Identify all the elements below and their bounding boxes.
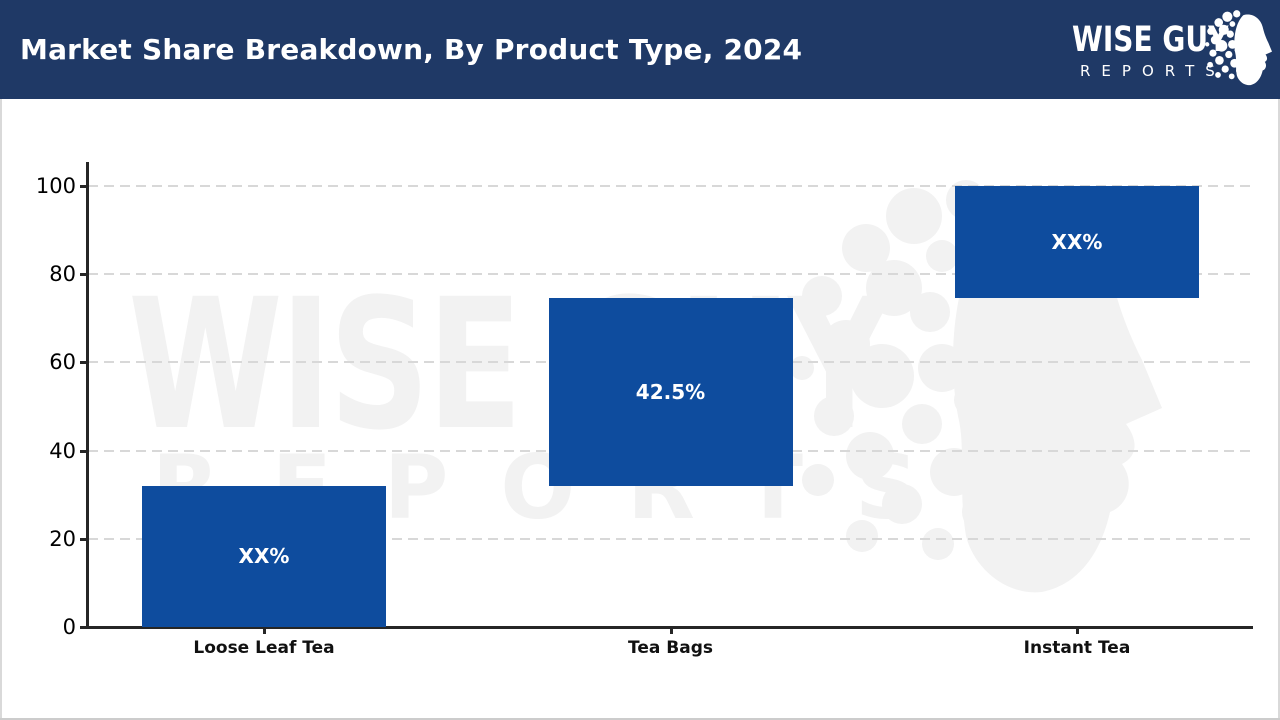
wiseguy-head-icon	[1205, 10, 1272, 86]
x-tick-mark-3	[1076, 627, 1079, 634]
gridline-80	[88, 273, 1256, 276]
frame-bottom-line	[0, 718, 1280, 720]
y-tick-label-40: 40	[49, 438, 76, 463]
y-tick-mark-20	[80, 537, 88, 541]
y-axis-line	[86, 162, 89, 629]
frame-right-line	[1278, 99, 1280, 720]
logo-wiseguy-text: WISE GUY	[1072, 20, 1229, 60]
y-tick-mark-40	[80, 449, 88, 453]
bar-loose-leaf-tea: XX%	[142, 485, 386, 627]
y-tick-label-60: 60	[49, 350, 76, 375]
y-tick-label-80: 80	[49, 262, 76, 287]
y-tick-mark-0	[80, 626, 88, 629]
gridline-100	[88, 185, 1256, 187]
y-tick-mark-100	[80, 185, 88, 188]
x-tick-mark-2	[669, 627, 673, 634]
bar-value-label: XX%	[238, 544, 290, 569]
x-category-label: Tea Bags	[628, 638, 713, 658]
chart-title: Market Share Breakdown, By Product Type,…	[20, 33, 803, 66]
logo-reports-text: REPORTS	[1080, 62, 1226, 80]
bar-instant-tea: XX%	[955, 186, 1199, 299]
frame-left-line	[0, 99, 2, 720]
bar-value-label: 42.5%	[635, 380, 706, 405]
y-tick-label-100: 100	[35, 174, 76, 198]
header-bar: Market Share Breakdown, By Product Type,…	[0, 0, 1280, 99]
bar-value-label: XX%	[1051, 230, 1103, 255]
x-tick-mark-1	[263, 627, 266, 634]
x-category-label: Loose Leaf Tea	[193, 638, 335, 658]
y-tick-label-20: 20	[49, 526, 76, 551]
y-tick-mark-80	[80, 273, 88, 277]
y-tick-mark-60	[80, 361, 88, 365]
wiseguy-logo: WISE GUY REPORTS	[1032, 6, 1272, 94]
gridline-20	[88, 537, 1256, 540]
bar-tea-bags: 42.5%	[548, 298, 793, 486]
x-category-label: Instant Tea	[1023, 638, 1131, 658]
y-tick-label-0: 0	[62, 615, 76, 639]
